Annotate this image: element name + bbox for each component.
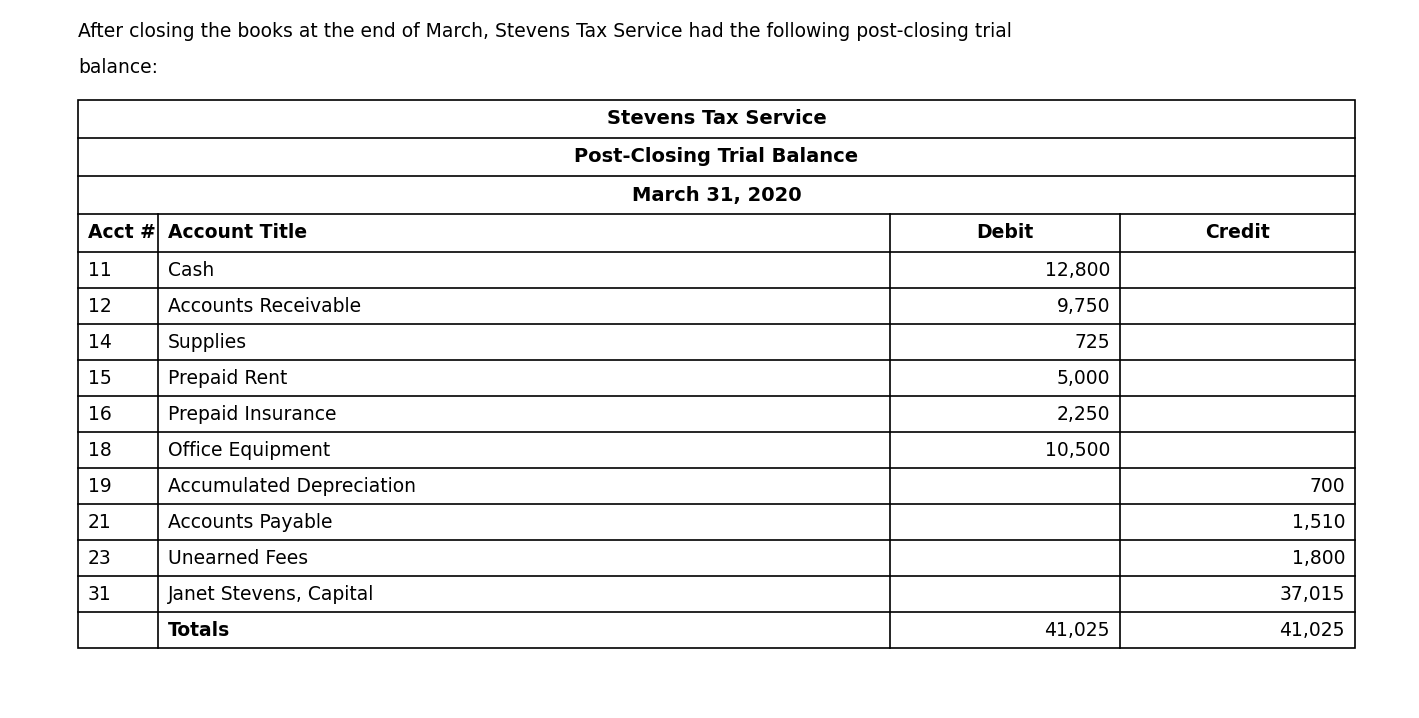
Text: 41,025: 41,025 (1280, 620, 1345, 640)
Text: 12: 12 (88, 297, 112, 315)
Text: 41,025: 41,025 (1044, 620, 1110, 640)
Text: Credit: Credit (1205, 223, 1270, 243)
Text: March 31, 2020: March 31, 2020 (631, 185, 802, 205)
Text: 9,750: 9,750 (1057, 297, 1110, 315)
Text: Acct #: Acct # (88, 223, 156, 243)
Text: 725: 725 (1074, 332, 1110, 352)
Text: Office Equipment: Office Equipment (167, 441, 331, 460)
Text: 14: 14 (88, 332, 112, 352)
Text: 2,250: 2,250 (1057, 404, 1110, 424)
Text: 10,500: 10,500 (1044, 441, 1110, 460)
Text: 19: 19 (88, 477, 112, 495)
Text: 1,510: 1,510 (1291, 513, 1345, 531)
Text: 11: 11 (88, 261, 112, 279)
Text: Accounts Receivable: Accounts Receivable (167, 297, 360, 315)
Text: Stevens Tax Service: Stevens Tax Service (607, 110, 826, 129)
Text: 21: 21 (88, 513, 112, 531)
Text: 31: 31 (88, 584, 112, 604)
Text: 18: 18 (88, 441, 112, 460)
Text: 700: 700 (1310, 477, 1345, 495)
Text: 1,800: 1,800 (1291, 549, 1345, 567)
Text: Supplies: Supplies (167, 332, 247, 352)
Text: Account Title: Account Title (167, 223, 307, 243)
Text: Janet Stevens, Capital: Janet Stevens, Capital (167, 584, 375, 604)
Text: 37,015: 37,015 (1280, 584, 1345, 604)
Text: Prepaid Insurance: Prepaid Insurance (167, 404, 336, 424)
Text: balance:: balance: (78, 58, 158, 77)
Bar (78, 100, 1355, 648)
Text: 12,800: 12,800 (1044, 261, 1110, 279)
Text: Cash: Cash (167, 261, 214, 279)
Text: Debit: Debit (976, 223, 1033, 243)
Text: After closing the books at the end of March, Stevens Tax Service had the followi: After closing the books at the end of Ma… (78, 22, 1012, 41)
Text: Accumulated Depreciation: Accumulated Depreciation (167, 477, 416, 495)
Text: 5,000: 5,000 (1057, 368, 1110, 388)
Text: Totals: Totals (167, 620, 230, 640)
Text: Accounts Payable: Accounts Payable (167, 513, 332, 531)
Text: Prepaid Rent: Prepaid Rent (167, 368, 288, 388)
Text: 23: 23 (88, 549, 112, 567)
Text: 15: 15 (88, 368, 112, 388)
Text: Post-Closing Trial Balance: Post-Closing Trial Balance (575, 147, 858, 167)
Text: Unearned Fees: Unearned Fees (167, 549, 308, 567)
Text: 16: 16 (88, 404, 112, 424)
